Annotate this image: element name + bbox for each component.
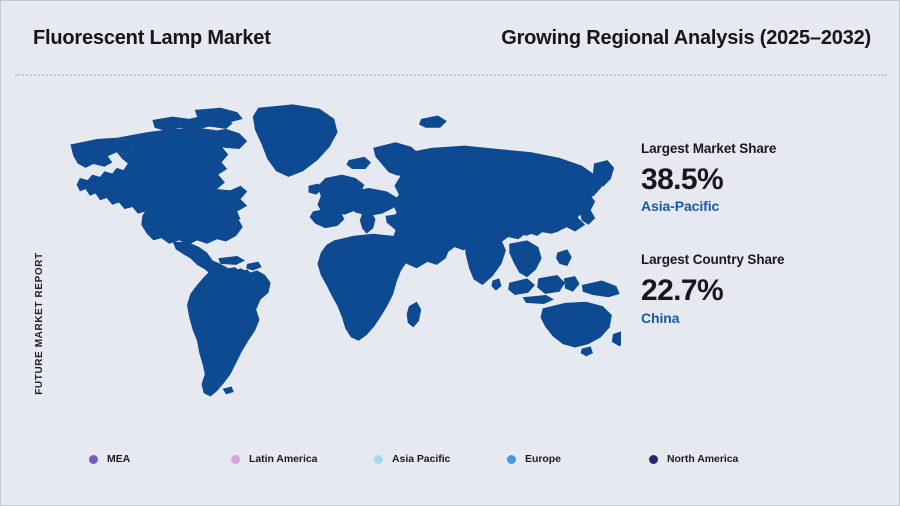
legend-label: North America — [667, 453, 739, 465]
land-iceland — [346, 156, 371, 170]
land-philippines — [556, 249, 572, 267]
land-new-guinea — [581, 280, 620, 298]
stat-region: China — [641, 309, 680, 326]
stats-panel: Largest Market Share 38.5% Asia-Pacific … — [641, 141, 881, 326]
land-korea — [566, 208, 578, 223]
legend-label: Latin America — [249, 453, 318, 465]
land-baffin-island — [204, 128, 248, 149]
legend-label: Europe — [525, 453, 561, 465]
land-victoria-island — [160, 132, 195, 146]
legend-dot-icon — [231, 454, 240, 464]
land-new-zealand-south — [611, 331, 621, 347]
land-tasmania — [580, 346, 593, 357]
land-hispaniola — [246, 261, 262, 271]
land-ireland — [308, 183, 322, 195]
legend-item-mea: MEA — [89, 448, 130, 470]
land-japan — [579, 194, 596, 225]
land-cuba — [218, 256, 245, 265]
land-madagascar — [406, 301, 422, 328]
legend-item-asia-pacific: Asia Pacific — [374, 448, 450, 470]
land-north-america — [76, 127, 248, 233]
legend-item-europe: Europe — [507, 448, 561, 470]
land-sri-lanka — [491, 278, 502, 291]
header-divider — [15, 74, 887, 76]
land-greenland — [252, 104, 338, 177]
land-alaska — [70, 137, 135, 168]
stat-label: Largest Country Share — [641, 252, 785, 268]
land-sulawesi — [563, 276, 580, 292]
land-italy — [359, 211, 376, 234]
stat-largest-market-share: Largest Market Share 38.5% Asia-Pacific — [641, 141, 881, 214]
page-title: Fluorescent Lamp Market — [33, 26, 271, 49]
legend-label: MEA — [107, 453, 131, 465]
land-svalbard — [418, 115, 447, 128]
land-falklands — [222, 386, 234, 395]
legend-item-north-america: North America — [649, 448, 738, 470]
land-sumatra — [508, 278, 535, 296]
land-australia — [540, 301, 612, 348]
land-borneo — [537, 274, 566, 294]
land-africa — [317, 233, 413, 341]
land-southeast-asia — [509, 240, 542, 278]
brand-vertical-text: FUTURE MARKET REPORT — [33, 251, 45, 395]
stat-largest-country-share: Largest Country Share 22.7% China — [641, 252, 881, 325]
legend-label: Asia Pacific — [392, 453, 451, 465]
land-south-america — [186, 268, 271, 397]
legend-dot-icon — [89, 454, 98, 464]
land-ellesmere — [194, 107, 243, 123]
page-subtitle: Growing Regional Analysis (2025–2032) — [501, 26, 871, 49]
land-east-asia — [507, 191, 582, 236]
legend-dot-icon — [649, 454, 658, 464]
land-british-isles — [318, 179, 338, 196]
header: Fluorescent Lamp Market Growing Regional… — [1, 1, 899, 75]
legend-dot-icon — [507, 454, 516, 464]
land-mexico — [172, 241, 253, 281]
world-map — [63, 101, 621, 406]
stat-value: 22.7% — [641, 274, 724, 308]
legend-dot-icon — [374, 454, 383, 464]
stat-label: Largest Market Share — [641, 141, 777, 156]
stat-value: 38.5% — [641, 163, 724, 196]
legend-item-latin-america: Latin America — [231, 448, 317, 470]
stat-region: Asia-Pacific — [641, 198, 720, 215]
world-map-svg — [70, 104, 621, 397]
land-canadian-arctic — [152, 115, 233, 132]
land-usa — [141, 210, 243, 245]
land-india — [464, 234, 506, 286]
brand-vertical-label: FUTURE MARKET REPORT — [29, 233, 49, 413]
map-legend: MEA Latin America Asia Pacific Europe No… — [89, 448, 809, 470]
map-landmasses — [70, 104, 621, 397]
land-java — [522, 295, 554, 304]
land-iberia — [309, 208, 345, 229]
land-kamchatka — [592, 160, 615, 187]
land-central-europe — [344, 187, 398, 216]
